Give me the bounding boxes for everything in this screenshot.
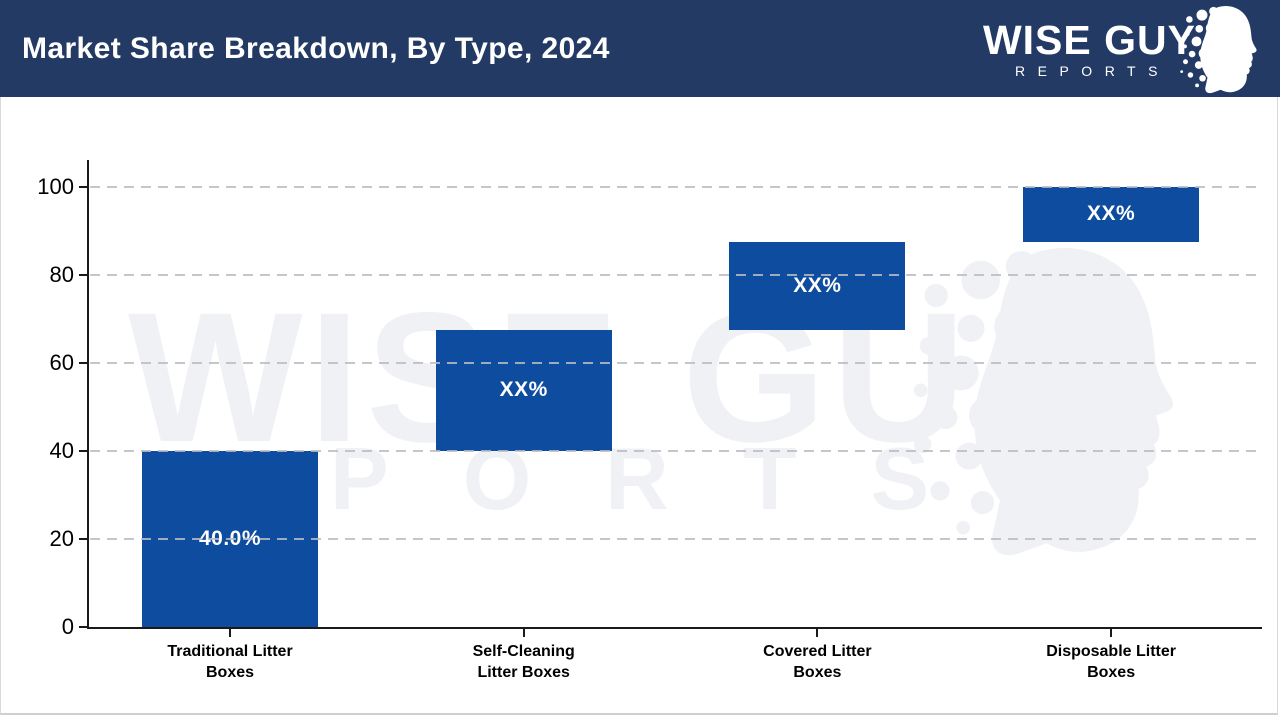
category-label-line: Self-Cleaning (472, 643, 575, 660)
category-label-3: Covered Litter Boxes (702, 641, 932, 683)
gridline-40 (90, 449, 1262, 452)
gridline-60 (90, 361, 1262, 364)
y-tick-80 (79, 273, 88, 276)
x-tick-4 (1110, 629, 1113, 637)
y-tick-0 (79, 626, 88, 628)
brand-name: WISE GUY (982, 16, 1196, 63)
category-label-line: Boxes (205, 664, 255, 681)
category-label-2: Self-Cleaning Litter Boxes (409, 641, 639, 683)
category-label-line: Boxes (1087, 664, 1136, 681)
bar-segment-4: XX% (1023, 186, 1200, 242)
y-tick-label-20: 20 (49, 525, 74, 551)
y-axis (87, 160, 89, 629)
y-tick-label-0: 0 (61, 614, 74, 639)
category-label-line: Traditional Litter (167, 643, 293, 660)
category-label-1: Traditional Litter Boxes (115, 641, 345, 683)
header: Market Share Breakdown, By Type, 2024 WI… (0, 0, 1280, 97)
category-label-line: Boxes (793, 664, 842, 681)
category-label-4: Disposable Litter Boxes (996, 641, 1226, 683)
brand-head-icon (1180, 5, 1257, 93)
x-axis (87, 627, 1262, 629)
category-label-line: Covered Litter (763, 643, 872, 660)
category-label-line: Disposable Litter (1046, 643, 1176, 660)
y-tick-label-60: 60 (49, 349, 74, 375)
gridline-20 (90, 537, 1262, 540)
y-tick-label-100: 100 (37, 173, 74, 199)
category-label-line: Litter Boxes (477, 664, 570, 681)
x-tick-3 (816, 629, 819, 637)
bar-label-4: XX% (1087, 202, 1136, 226)
y-tick-100 (79, 185, 88, 188)
bar-label-2: XX% (499, 378, 548, 402)
x-tick-2 (522, 629, 525, 637)
brand-text: WISE GUY REPORTS (982, 16, 1196, 79)
y-tick-40 (79, 449, 88, 452)
page-title: Market Share Breakdown, By Type, 2024 (22, 31, 610, 65)
bar-label-3: XX% (793, 273, 842, 297)
y-tick-label-80: 80 (49, 261, 74, 287)
bar-segment-2: XX% (435, 329, 612, 451)
y-tick-20 (79, 537, 88, 540)
y-tick-label-40: 40 (49, 437, 74, 463)
x-tick-1 (229, 629, 231, 637)
bar-segment-3: XX% (729, 241, 906, 330)
brand-subtitle: REPORTS (1015, 62, 1170, 79)
gridline-80 (90, 273, 1262, 276)
y-tick-60 (79, 361, 88, 364)
gridline-100 (90, 185, 1262, 188)
brand-logo: WISE GUY REPORTS (983, 3, 1266, 95)
